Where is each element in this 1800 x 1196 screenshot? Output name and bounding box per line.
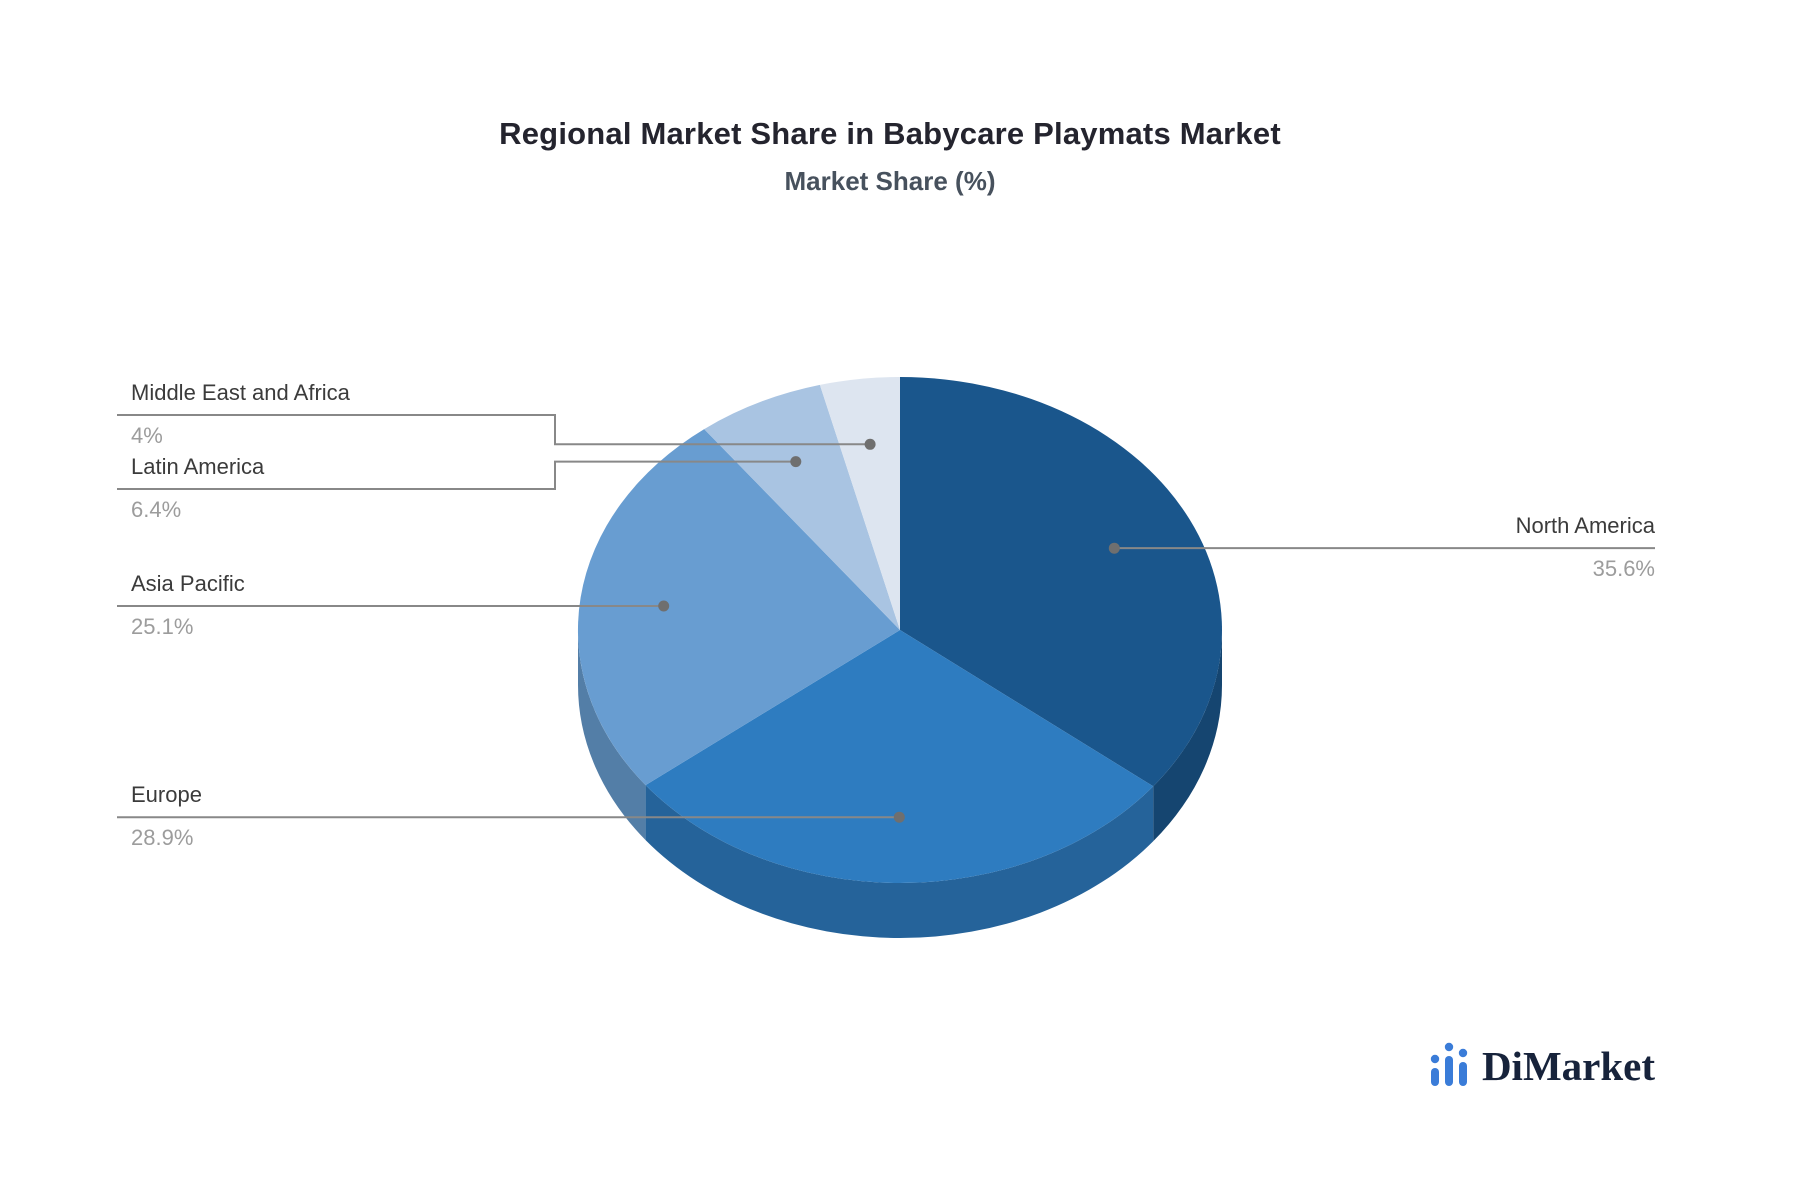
- logo-text: DiMarket: [1481, 1043, 1655, 1089]
- slice-value-asia-pacific: 25.1%: [131, 613, 194, 639]
- pie-slice-asia-pacific[interactable]: [577, 429, 900, 786]
- leader-dot-asia-pacific: [658, 600, 670, 612]
- slice-value-north-america: 35.6%: [1592, 556, 1655, 582]
- slice-label-latin-america: Latin America: [131, 454, 265, 479]
- leader-dot-north-america: [1108, 542, 1120, 554]
- leader-dot-middle-east-and-africa: [864, 438, 876, 450]
- slice-label-europe: Europe: [131, 782, 202, 808]
- leader-dot-europe: [893, 811, 905, 823]
- chart-title: Regional Market Share in Babycare Playma…: [499, 116, 1281, 151]
- leader-dot-latin-america: [790, 456, 802, 468]
- slice-label-asia-pacific: Asia Pacific: [131, 570, 245, 596]
- chart-subtitle: Market Share (%): [784, 166, 996, 196]
- bar-chart-icon: [1430, 1042, 1468, 1086]
- dimarket-logo: DiMarket: [1429, 1040, 1655, 1087]
- pie-slice-latin-america[interactable]: [704, 384, 900, 630]
- pie-slice-side-north-america: [1153, 630, 1222, 842]
- pie-slice-middle-east-and-africa[interactable]: [819, 376, 900, 630]
- slice-label-north-america: North America: [1515, 513, 1655, 539]
- pie-slice-north-america[interactable]: [900, 377, 1222, 787]
- pie-slice-europe[interactable]: [645, 630, 1154, 884]
- slice-label-middle-east-and-africa: Middle East and Africa: [131, 380, 350, 405]
- leader-line-middle-east-and-africa: [117, 414, 871, 446]
- slice-value-middle-east-and-africa: 4%: [131, 423, 163, 448]
- leader-line-latin-america: [117, 460, 796, 490]
- slice-value-europe: 28.9%: [131, 825, 194, 851]
- pie-slice-side-europe: [645, 785, 1154, 939]
- slice-value-latin-america: 6.4%: [131, 497, 182, 522]
- pie-slice-side-asia-pacific: [578, 630, 646, 841]
